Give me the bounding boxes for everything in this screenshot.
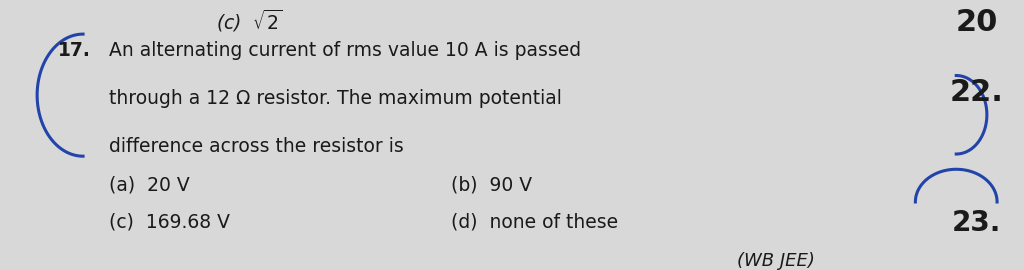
Text: (WB JEE): (WB JEE) — [736, 252, 814, 270]
Text: through a 12 Ω resistor. The maximum potential: through a 12 Ω resistor. The maximum pot… — [109, 89, 561, 108]
Text: (c)  $\sqrt{2}$: (c) $\sqrt{2}$ — [216, 8, 283, 34]
Text: (a)  20 V: (a) 20 V — [109, 176, 189, 195]
Text: difference across the resistor is: difference across the resistor is — [109, 137, 403, 156]
Text: (c)  169.68 V: (c) 169.68 V — [109, 213, 229, 232]
Text: 20: 20 — [955, 8, 997, 37]
Text: 17.: 17. — [57, 41, 90, 60]
Text: (b)  90 V: (b) 90 V — [451, 176, 531, 195]
Text: 23.: 23. — [952, 208, 1001, 237]
Text: An alternating current of rms value 10 A is passed: An alternating current of rms value 10 A… — [109, 41, 581, 60]
Text: 22.: 22. — [949, 78, 1004, 107]
Text: (d)  none of these: (d) none of these — [451, 213, 617, 232]
